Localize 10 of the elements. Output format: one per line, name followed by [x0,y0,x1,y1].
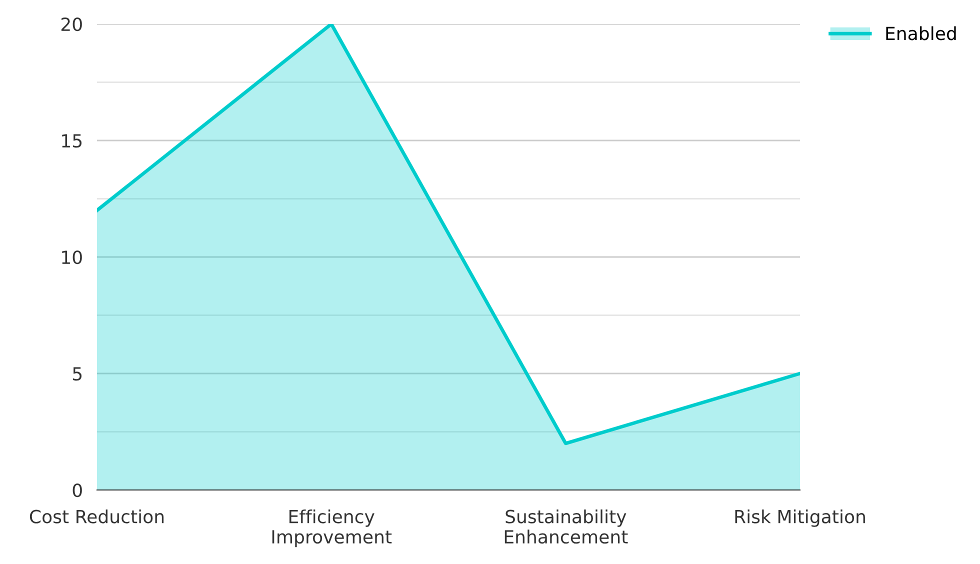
x-tick-label: Sustainability Enhancement [504,509,628,544]
x-tick-label: Efficiency Improvement [272,509,392,548]
legend-label: Enabled [886,26,956,40]
y-tick-label: 5 [73,367,82,381]
y-tick-label: 10 [62,250,82,264]
y-tick-label: 15 [62,134,82,148]
x-tick-label: Cost Reduction [30,509,164,524]
y-tick-label: 0 [72,483,82,498]
y-tick-label: 20 [61,17,82,32]
x-tick-label: Risk Mitigation [735,509,865,527]
